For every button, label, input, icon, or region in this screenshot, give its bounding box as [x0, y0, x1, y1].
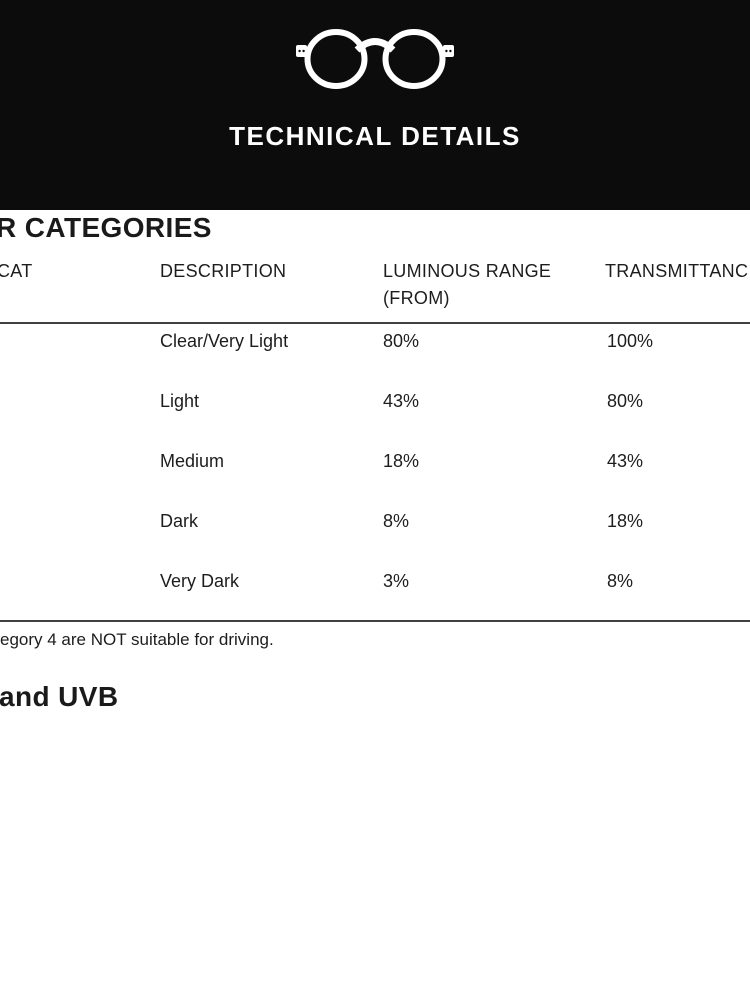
table-row: Dark 8% 18% — [0, 511, 750, 571]
table-bottom-divider — [0, 620, 750, 622]
cell-transmittance: 8% — [607, 571, 634, 591]
filter-categories-table: Clear/Very Light 80% 100% Light 43% 80% … — [0, 331, 750, 631]
uva-uvb-heading: and UVB — [0, 681, 119, 712]
cell-luminous-range: 8% — [383, 511, 410, 531]
column-header-luminous-range-line1: LUMINOUS RANGE — [383, 261, 552, 281]
column-header-luminous-range: LUMINOUS RANGE (FROM) — [383, 258, 551, 312]
cell-luminous-range: 43% — [383, 391, 420, 411]
column-header-cat: CAT — [0, 261, 33, 281]
column-header-luminous-range-line2: (FROM) — [383, 288, 450, 308]
cell-description: Very Dark — [160, 571, 240, 591]
table-row: Very Dark 3% 8% — [0, 571, 750, 631]
cell-description: Dark — [160, 511, 199, 531]
cell-transmittance: 80% — [607, 391, 644, 411]
table-row: Light 43% 80% — [0, 391, 750, 451]
table-row: Clear/Very Light 80% 100% — [0, 331, 750, 391]
cell-description: Clear/Very Light — [160, 331, 289, 351]
cell-luminous-range: 3% — [383, 571, 410, 591]
table-row: Medium 18% 43% — [0, 451, 750, 511]
header-banner: TECHNICAL DETAILS — [0, 0, 750, 210]
cell-description: Light — [160, 391, 200, 411]
cell-description: Medium — [160, 451, 225, 471]
column-header-transmittance: TRANSMITTANC — [605, 261, 749, 281]
table-top-divider — [0, 322, 750, 324]
column-header-description: DESCRIPTION — [160, 261, 287, 281]
cell-luminous-range: 80% — [383, 331, 420, 351]
cell-transmittance: 100% — [607, 331, 654, 351]
page-title: TECHNICAL DETAILS — [229, 121, 521, 151]
glasses-icon — [296, 29, 454, 89]
filter-categories-heading: R CATEGORIES — [0, 212, 212, 243]
cell-transmittance: 18% — [607, 511, 644, 531]
cell-luminous-range: 18% — [383, 451, 420, 471]
driving-note: egory 4 are NOT suitable for driving. — [0, 630, 274, 649]
cell-transmittance: 43% — [607, 451, 644, 471]
